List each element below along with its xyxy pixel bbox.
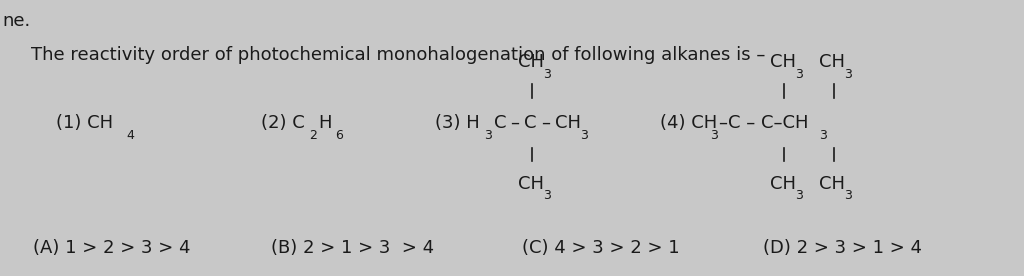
Text: 3: 3 xyxy=(795,189,803,203)
Text: (3) H: (3) H xyxy=(435,114,480,132)
Text: CH: CH xyxy=(518,174,544,193)
Text: CH: CH xyxy=(819,53,845,71)
Text: 3: 3 xyxy=(580,129,588,142)
Text: 3: 3 xyxy=(844,68,852,81)
Text: CH: CH xyxy=(819,174,845,193)
Text: 3: 3 xyxy=(819,129,827,142)
Text: 3: 3 xyxy=(844,189,852,203)
Text: C: C xyxy=(524,114,537,132)
Text: C: C xyxy=(494,114,506,132)
Text: (A) 1 > 2 > 3 > 4: (A) 1 > 2 > 3 > 4 xyxy=(33,239,190,258)
Text: H: H xyxy=(318,114,332,132)
Text: 3: 3 xyxy=(484,129,493,142)
Text: CH: CH xyxy=(518,53,544,71)
Text: –C – C–CH: –C – C–CH xyxy=(719,114,808,132)
Text: –: – xyxy=(541,114,550,132)
Text: 3: 3 xyxy=(710,129,718,142)
Text: (D) 2 > 3 > 1 > 4: (D) 2 > 3 > 1 > 4 xyxy=(763,239,922,258)
Text: CH: CH xyxy=(770,174,796,193)
Text: 3: 3 xyxy=(795,68,803,81)
Text: (B) 2 > 1 > 3  > 4: (B) 2 > 1 > 3 > 4 xyxy=(271,239,434,258)
Text: (1) CH: (1) CH xyxy=(56,114,114,132)
Text: The reactivity order of photochemical monohalogenation of following alkanes is –: The reactivity order of photochemical mo… xyxy=(31,46,765,63)
Text: 4: 4 xyxy=(126,129,134,142)
Text: 3: 3 xyxy=(543,68,551,81)
Text: 2: 2 xyxy=(309,129,317,142)
Text: ne.: ne. xyxy=(2,12,31,30)
Text: 3: 3 xyxy=(543,189,551,203)
Text: CH: CH xyxy=(555,114,581,132)
Text: (2) C: (2) C xyxy=(261,114,305,132)
Text: 6: 6 xyxy=(335,129,343,142)
Text: –: – xyxy=(510,114,519,132)
Text: (C) 4 > 3 > 2 > 1: (C) 4 > 3 > 2 > 1 xyxy=(522,239,680,258)
Text: (4) CH: (4) CH xyxy=(660,114,718,132)
Text: CH: CH xyxy=(770,53,796,71)
